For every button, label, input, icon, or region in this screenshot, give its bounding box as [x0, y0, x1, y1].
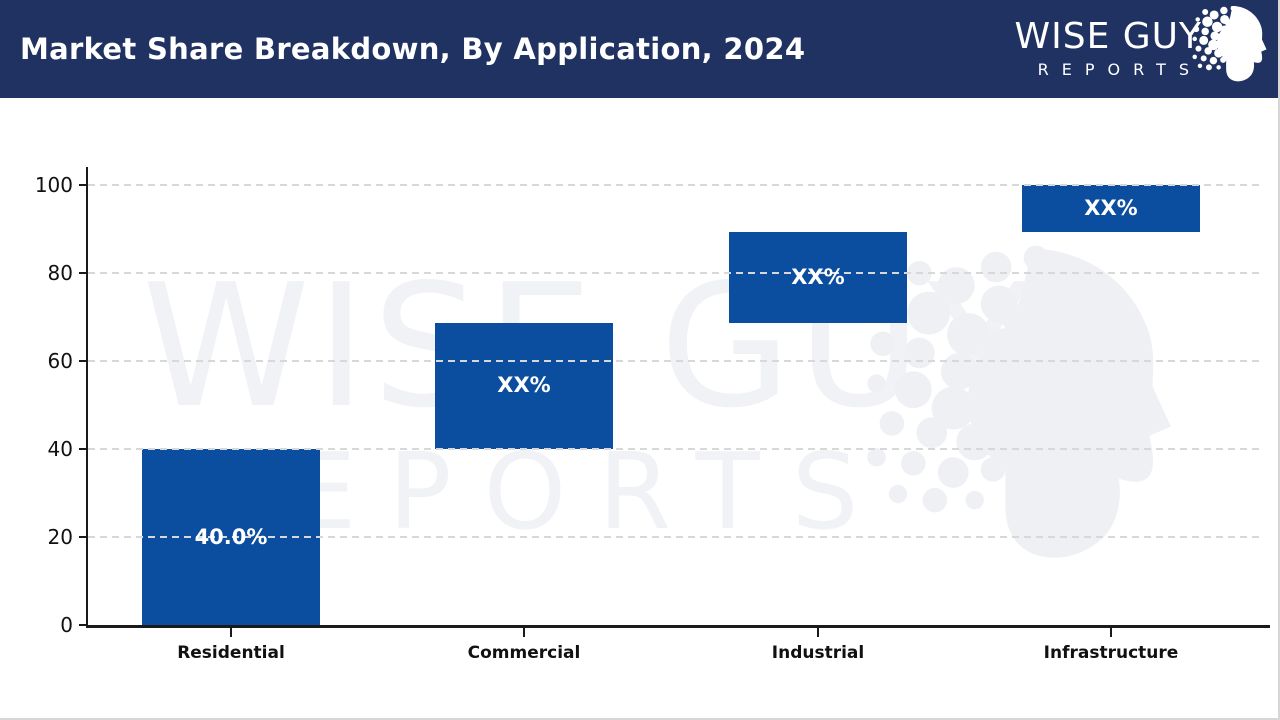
x-axis-label: Infrastructure: [1043, 643, 1179, 663]
y-axis-tick: [79, 624, 88, 626]
bar-value-label: XX%: [1084, 196, 1138, 220]
bar-value-label: XX%: [791, 265, 845, 290]
x-axis-tick: [523, 628, 525, 637]
x-axis-tick: [230, 628, 232, 637]
y-axis-label: 60: [47, 349, 73, 373]
logo-wordmark: WISE GUY: [1014, 16, 1202, 57]
y-axis-label: 40: [47, 437, 73, 461]
gridline: [88, 448, 1264, 450]
bar-value-label: XX%: [497, 373, 551, 398]
y-axis-tick: [79, 272, 88, 274]
gridline: [88, 272, 1264, 274]
brand-logo-text: WISE GUY REPORTS: [1014, 16, 1203, 80]
logo-head-icon: [1192, 6, 1267, 82]
gridline: [88, 360, 1264, 362]
x-axis-label: Residential: [177, 643, 285, 663]
y-axis-tick: [79, 360, 88, 362]
x-axis-tick: [1110, 628, 1112, 637]
logo-subtext: REPORTS: [1037, 60, 1202, 79]
bar-value-label: 40.0%: [194, 525, 268, 549]
chart-header: Market Share Breakdown, By Application, …: [0, 0, 1278, 98]
bar-commercial: [435, 323, 613, 449]
y-axis-label: 20: [47, 525, 73, 549]
x-axis-line: [86, 625, 1270, 628]
y-axis-tick: [79, 448, 88, 450]
y-axis-tick: [79, 536, 88, 538]
bar-infrastructure: [1022, 185, 1200, 233]
bar-industrial: [729, 232, 907, 324]
page-title: Market Share Breakdown, By Application, …: [20, 32, 806, 66]
y-axis-line: [86, 167, 88, 628]
brand-logo: WISE GUY REPORTS: [1015, 6, 1269, 92]
y-axis-tick: [79, 184, 88, 186]
gridline: [88, 184, 1264, 186]
x-axis-label: Commercial: [467, 643, 581, 663]
y-axis-label: 100: [34, 173, 73, 197]
y-axis-label: 0: [60, 613, 73, 637]
x-axis-label: Industrial: [771, 643, 865, 663]
y-axis-label: 80: [47, 261, 73, 285]
gridline: [88, 536, 1264, 538]
x-axis-tick: [817, 628, 819, 637]
